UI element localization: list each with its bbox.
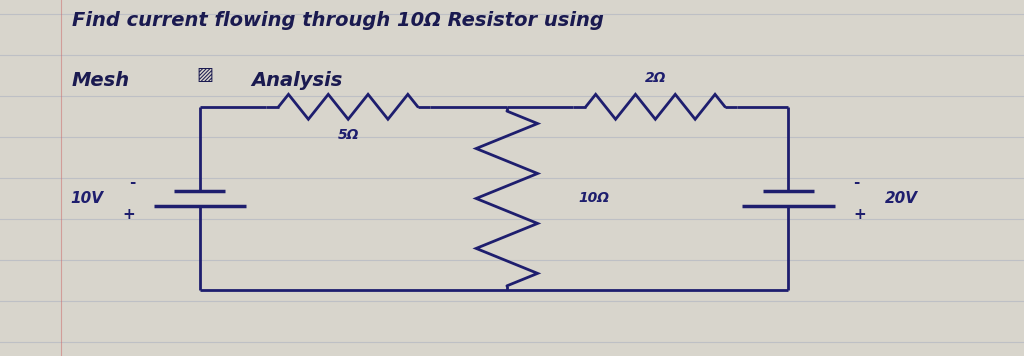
Text: +: + [123, 207, 135, 222]
Text: ▨: ▨ [197, 66, 214, 84]
Text: 5Ω: 5Ω [338, 128, 358, 142]
Text: 2Ω: 2Ω [645, 71, 666, 85]
Text: Find current flowing through 10Ω Resistor using: Find current flowing through 10Ω Resisto… [72, 11, 603, 30]
Text: -: - [129, 174, 135, 189]
Text: 10Ω: 10Ω [579, 192, 609, 205]
Text: 20V: 20V [885, 191, 918, 206]
Text: Analysis: Analysis [251, 71, 342, 90]
Text: -: - [853, 174, 859, 189]
Text: +: + [853, 207, 865, 222]
Text: 10V: 10V [71, 191, 103, 206]
Text: Mesh: Mesh [72, 71, 130, 90]
